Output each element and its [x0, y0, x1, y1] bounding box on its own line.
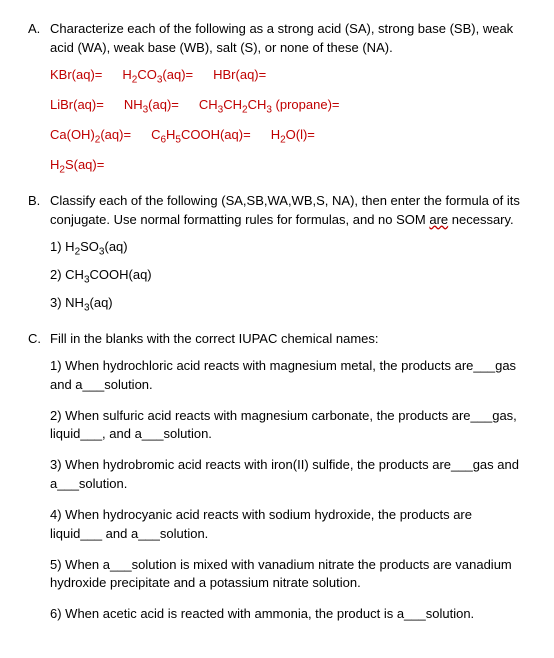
- chem-line: LiBr(aq)= NH3(aq)= CH3CH2CH3 (propane)=: [50, 96, 526, 118]
- chem-line: Ca(OH)2(aq)= C6H5COOH(aq)= H2O(l)=: [50, 126, 526, 148]
- chem-item: NH3(aq)=: [124, 96, 179, 118]
- chem-item: LiBr(aq)=: [50, 96, 104, 115]
- section-b-prompt-wavy: are: [429, 212, 448, 227]
- fill-item: 2) When sulfuric acid reacts with magnes…: [50, 407, 526, 445]
- section-b-label: B.: [28, 192, 50, 230]
- section-c-items: 1) When hydrochloric acid reacts with ma…: [28, 357, 526, 624]
- section-a-chem-lines: KBr(aq)= H2CO3(aq)= HBr(aq)= LiBr(aq)= NH3(a…: [28, 66, 526, 178]
- section-b: B. Classify each of the following (SA,SB…: [28, 192, 526, 316]
- chem-item: Ca(OH)2(aq)=: [50, 126, 131, 148]
- list-item: 2) CH3COOH(aq): [50, 266, 526, 288]
- section-c: C. Fill in the blanks with the correct I…: [28, 330, 526, 624]
- chem-item: H2CO3(aq)=: [122, 66, 193, 88]
- fill-item: 5) When a___solution is mixed with vanad…: [50, 556, 526, 594]
- fill-item: 6) When acetic acid is reacted with ammo…: [50, 605, 526, 624]
- section-a-prompt: Characterize each of the following as a …: [50, 20, 526, 58]
- section-c-label: C.: [28, 330, 50, 349]
- chem-line: H2S(aq)=: [50, 156, 526, 178]
- chem-item: H2O(l)=: [271, 126, 315, 148]
- list-item: 3) NH3(aq): [50, 294, 526, 316]
- fill-item: 4) When hydrocyanic acid reacts with sod…: [50, 506, 526, 544]
- chem-item: KBr(aq)=: [50, 66, 102, 85]
- chem-item: C6H5COOH(aq)=: [151, 126, 251, 148]
- section-b-items: 1) H2SO3(aq) 2) CH3COOH(aq) 3) NH3(aq): [28, 238, 526, 316]
- chem-item: CH3CH2CH3 (propane)=: [199, 96, 340, 118]
- section-a: A. Characterize each of the following as…: [28, 20, 526, 178]
- chem-line: KBr(aq)= H2CO3(aq)= HBr(aq)=: [50, 66, 526, 88]
- section-a-label: A.: [28, 20, 50, 58]
- fill-item: 3) When hydrobromic acid reacts with iro…: [50, 456, 526, 494]
- section-b-header: B. Classify each of the following (SA,SB…: [28, 192, 526, 230]
- section-b-prompt-post: necessary.: [448, 212, 514, 227]
- chem-item: H2S(aq)=: [50, 156, 104, 178]
- list-item: 1) H2SO3(aq): [50, 238, 526, 260]
- section-c-prompt: Fill in the blanks with the correct IUPA…: [50, 330, 526, 349]
- chem-item: HBr(aq)=: [213, 66, 266, 85]
- section-b-prompt: Classify each of the following (SA,SB,WA…: [50, 192, 526, 230]
- section-a-header: A. Characterize each of the following as…: [28, 20, 526, 58]
- section-c-header: C. Fill in the blanks with the correct I…: [28, 330, 526, 349]
- fill-item: 1) When hydrochloric acid reacts with ma…: [50, 357, 526, 395]
